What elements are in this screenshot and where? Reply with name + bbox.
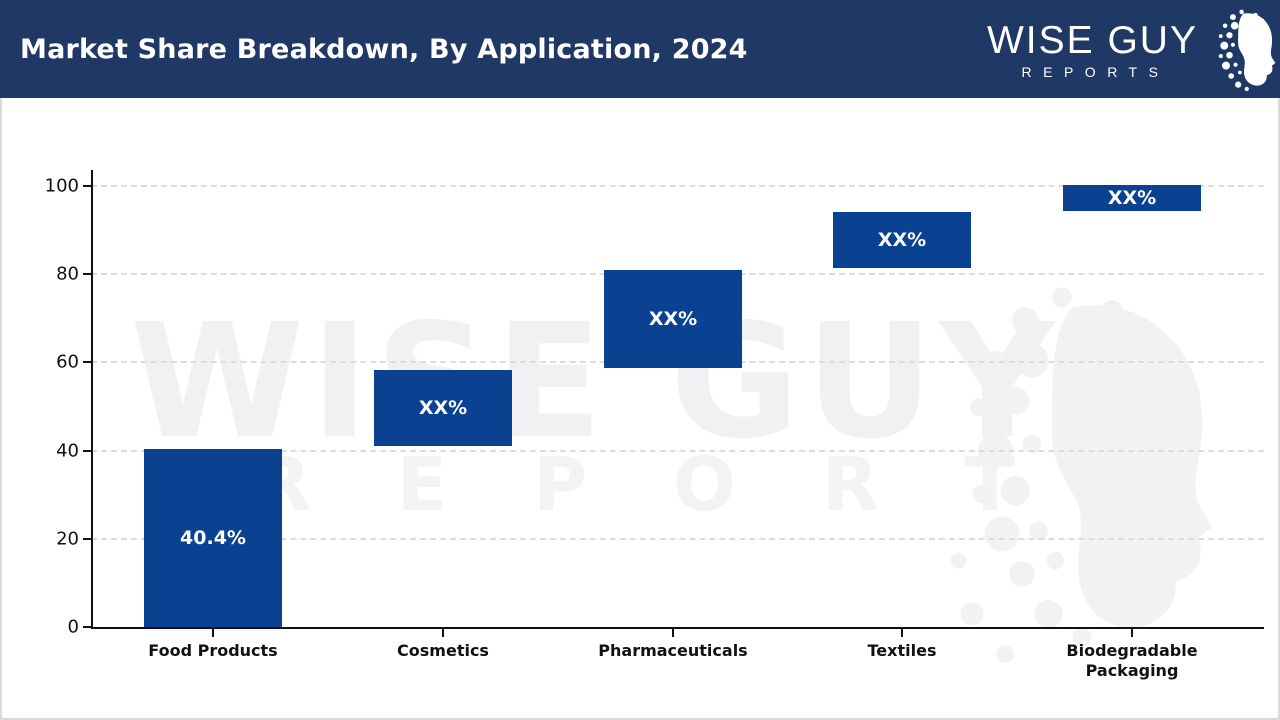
y-tick-mark xyxy=(83,361,91,364)
y-tick-label: 0 xyxy=(67,616,79,638)
y-tick-mark xyxy=(83,537,91,540)
x-tick-mark xyxy=(901,629,903,637)
y-tick-label: 40 xyxy=(56,440,79,462)
logo-text: WISE GUY REPORTS xyxy=(986,18,1198,80)
x-tick-mark xyxy=(442,629,444,637)
x-category-label: Cosmetics xyxy=(397,641,489,660)
watermark-wordmark: WISE GUY xyxy=(130,290,1061,474)
x-category-label: Textiles xyxy=(867,641,937,660)
bar-value-label: XX% xyxy=(418,397,468,420)
y-tick-mark xyxy=(83,185,91,187)
x-category-label: Biodegradable Packaging xyxy=(1066,641,1198,680)
x-tick-mark xyxy=(212,629,214,637)
gridline-100 xyxy=(91,185,1264,187)
wise-guy-logo: WISE GUY REPORTS xyxy=(987,4,1278,96)
bar-textiles: XX% xyxy=(833,212,971,269)
x-category-label: Pharmaceuticals xyxy=(598,641,748,660)
bar-biodegradable-packaging: XX% xyxy=(1063,184,1201,212)
y-tick-label: 100 xyxy=(44,175,79,197)
logo-subtitle: REPORTS xyxy=(1021,63,1170,80)
bar-value-label: XX% xyxy=(1107,186,1157,209)
gridline-40 xyxy=(91,449,1264,452)
bar-food-products: 40.4% xyxy=(144,448,282,627)
dotted-head-icon xyxy=(1218,9,1276,92)
bar-pharmaceuticals: XX% xyxy=(604,269,742,368)
y-tick-mark xyxy=(83,626,91,628)
gridline-20 xyxy=(91,537,1264,540)
x-tick-mark xyxy=(1131,629,1133,637)
header: Market Share Breakdown, By Application, … xyxy=(0,0,1280,98)
bar-value-label: XX% xyxy=(877,229,927,252)
bar-value-label: XX% xyxy=(648,307,698,330)
bar-cosmetics: XX% xyxy=(374,369,512,447)
page-title: Market Share Breakdown, By Application, … xyxy=(20,33,748,65)
x-axis xyxy=(91,627,1264,629)
y-tick-mark xyxy=(83,273,91,276)
chart-area: WISE GUY R E P O R T S 0 20 40 60 80 100 40.4%… xyxy=(0,98,1280,720)
bar-value-label: 40.4% xyxy=(180,526,246,549)
y-axis xyxy=(91,170,93,627)
x-tick-mark xyxy=(672,629,674,637)
y-tick-label: 80 xyxy=(56,263,79,285)
y-tick-mark xyxy=(83,449,91,452)
y-tick-label: 20 xyxy=(56,528,79,550)
y-tick-label: 60 xyxy=(56,351,79,373)
logo-wordmark: WISE GUY xyxy=(986,18,1198,62)
x-category-label: Food Products xyxy=(148,641,278,660)
watermark-head-icon xyxy=(950,287,1212,663)
